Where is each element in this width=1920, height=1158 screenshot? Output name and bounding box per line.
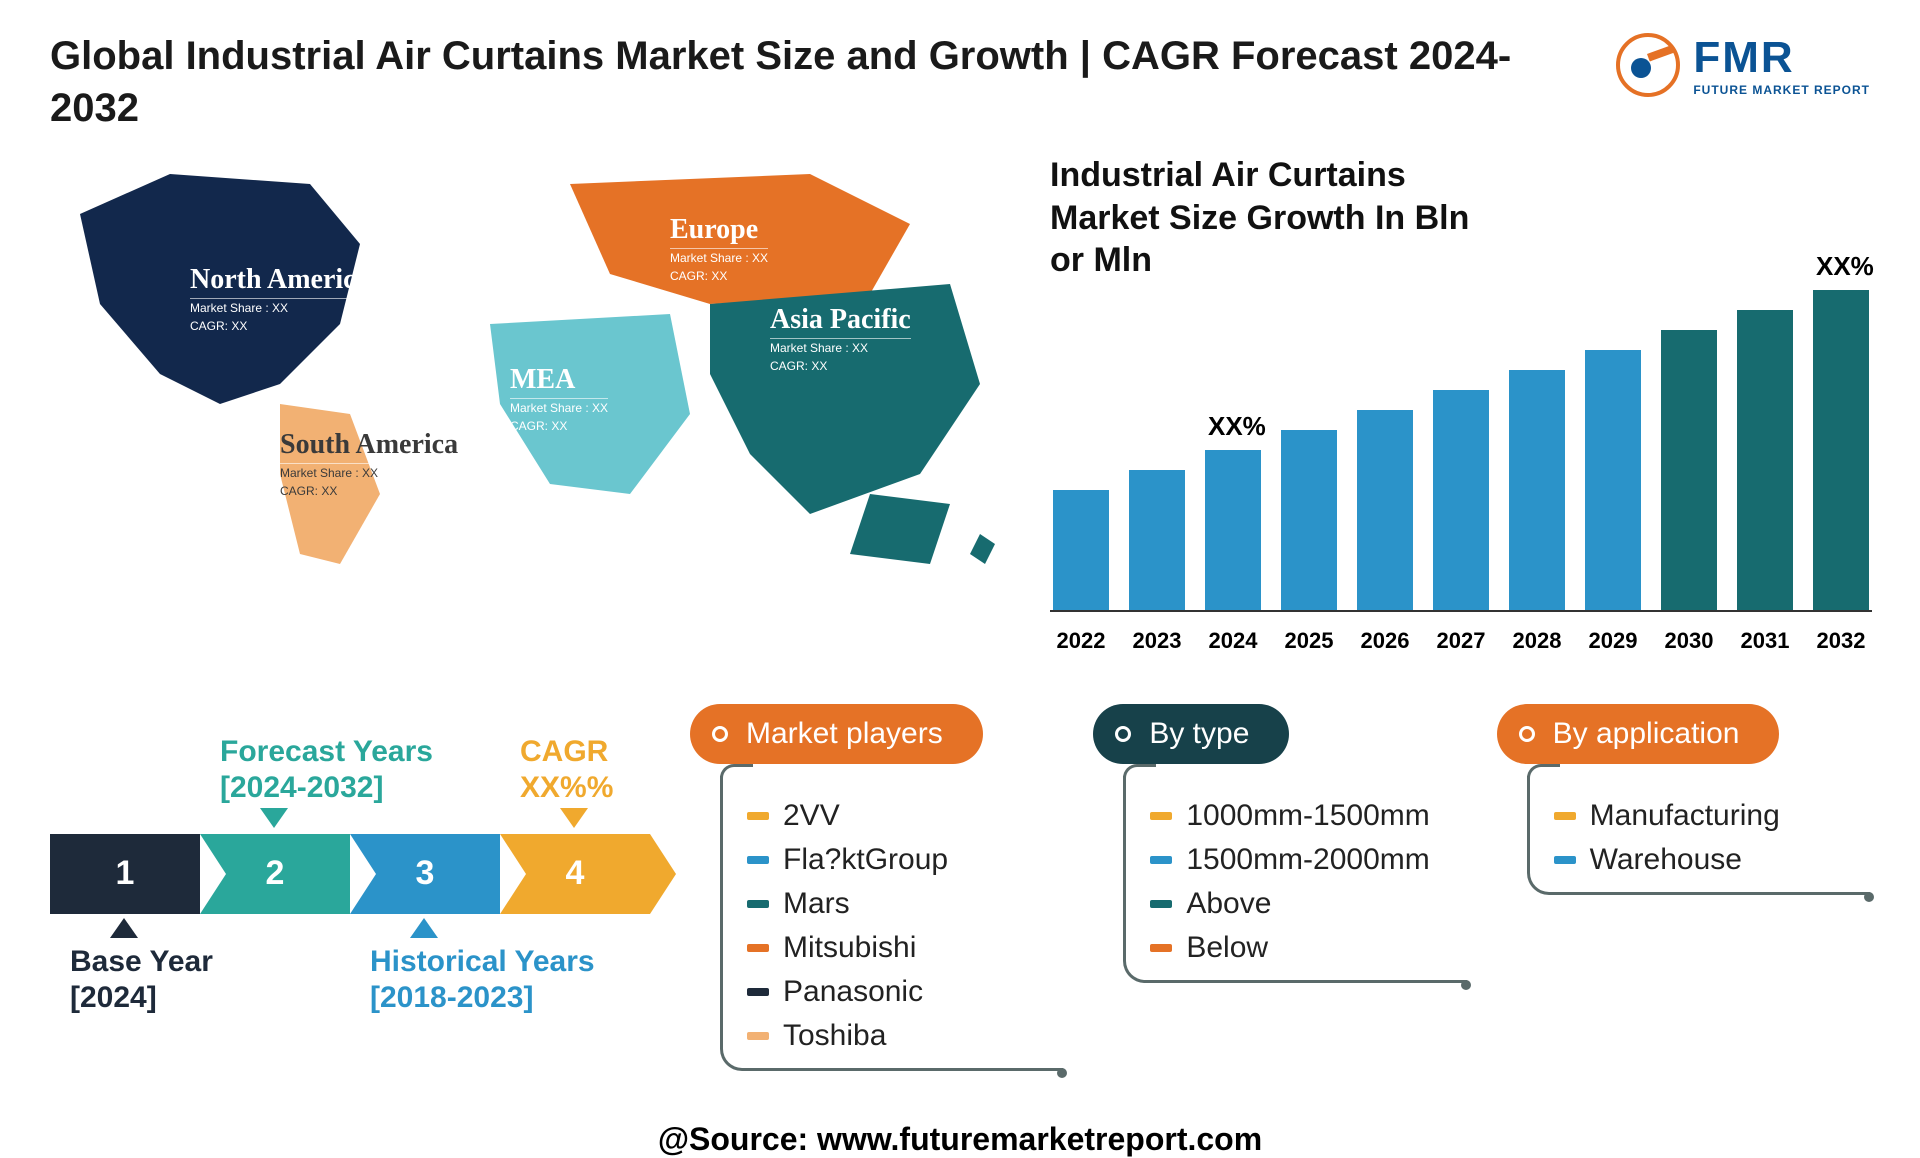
timeline: 1234 Base Year[2024] Forecast Years[2024-… <box>50 704 650 1034</box>
category-by-application: By application ManufacturingWarehouse <box>1497 704 1870 1071</box>
bar-2029 <box>1585 350 1641 610</box>
category-pill: By application <box>1497 704 1780 764</box>
bullet-icon <box>712 726 728 742</box>
bar-label-2025: 2025 <box>1278 628 1340 654</box>
tick-icon <box>747 856 769 864</box>
bullet-icon <box>1115 726 1131 742</box>
logo-brand: FMR <box>1693 33 1870 83</box>
world-map: North AmericaMarket Share : XXCAGR: XX So… <box>50 154 1010 574</box>
list-item: Manufacturing <box>1554 794 1870 838</box>
region-europe: EuropeMarket Share : XXCAGR: XX <box>670 214 768 283</box>
bullet-icon <box>1519 726 1535 742</box>
bar-2023 <box>1129 470 1185 610</box>
bar-2024 <box>1205 450 1261 610</box>
tick-icon <box>747 944 769 952</box>
timeline-step-4: 4 <box>500 834 650 914</box>
bar-label-2031: 2031 <box>1734 628 1796 654</box>
brand-logo: FMR FUTURE MARKET REPORT <box>1613 30 1870 100</box>
timeline-step-3: 3 <box>350 834 500 914</box>
timeline-arrow-icon <box>110 918 138 938</box>
bar-label-2023: 2023 <box>1126 628 1188 654</box>
tick-icon <box>1554 856 1576 864</box>
category-list: 1000mm-1500mm1500mm-2000mmAboveBelow <box>1123 776 1466 983</box>
list-item: Toshiba <box>747 1014 1063 1058</box>
list-item: Above <box>1150 882 1466 926</box>
category-list: 2VVFla?ktGroupMarsMitsubishiPanasonicTos… <box>720 776 1063 1071</box>
bar-label-2022: 2022 <box>1050 628 1112 654</box>
region-mea: MEAMarket Share : XXCAGR: XX <box>510 364 608 433</box>
timeline-label-2: Forecast Years[2024-2032] <box>220 734 433 806</box>
bar-chart: Industrial Air Curtains Market Size Grow… <box>1050 154 1872 654</box>
bar-2027 <box>1433 390 1489 610</box>
bar-2031 <box>1737 310 1793 610</box>
category-pill: Market players <box>690 704 983 764</box>
timeline-label-1: Base Year[2024] <box>70 944 213 1016</box>
telescope-icon <box>1613 30 1683 100</box>
tick-icon <box>1150 900 1172 908</box>
region-asia-pacific: Asia PacificMarket Share : XXCAGR: XX <box>770 304 911 373</box>
category-market-players: Market players 2VVFla?ktGroupMarsMitsubis… <box>690 704 1063 1071</box>
timeline-label-4: CAGRXX%% <box>520 734 613 806</box>
timeline-step-1: 1 <box>50 834 200 914</box>
bar-label-2024: 2024 <box>1202 628 1264 654</box>
chart-title: Industrial Air Curtains Market Size Grow… <box>1050 154 1470 282</box>
tick-icon <box>747 900 769 908</box>
bar-label-2032: 2032 <box>1810 628 1872 654</box>
tick-icon <box>747 988 769 996</box>
tick-icon <box>1150 944 1172 952</box>
list-item: Mitsubishi <box>747 926 1063 970</box>
bar-label-2029: 2029 <box>1582 628 1644 654</box>
bar-2032 <box>1813 290 1869 610</box>
list-item: 1500mm-2000mm <box>1150 838 1466 882</box>
category-by-type: By type 1000mm-1500mm1500mm-2000mmAboveBe… <box>1093 704 1466 1071</box>
list-item: Below <box>1150 926 1466 970</box>
bar-annotation: XX% <box>1208 411 1266 442</box>
list-item: Warehouse <box>1554 838 1870 882</box>
bar-2030 <box>1661 330 1717 610</box>
timeline-arrow-icon <box>560 808 588 828</box>
bar-2025 <box>1281 430 1337 610</box>
list-item: 2VV <box>747 794 1063 838</box>
bar-label-2030: 2030 <box>1658 628 1720 654</box>
tick-icon <box>747 812 769 820</box>
timeline-arrow-icon <box>410 918 438 938</box>
source-attribution: @Source: www.futuremarketreport.com <box>50 1121 1870 1158</box>
timeline-step-2: 2 <box>200 834 350 914</box>
tick-icon <box>1150 812 1172 820</box>
bar-2026 <box>1357 410 1413 610</box>
logo-tagline: FUTURE MARKET REPORT <box>1693 83 1870 97</box>
category-pill: By type <box>1093 704 1289 764</box>
region-north-america: North AmericaMarket Share : XXCAGR: XX <box>190 264 370 333</box>
timeline-label-3: Historical Years[2018-2023] <box>370 944 595 1016</box>
bar-label-2027: 2027 <box>1430 628 1492 654</box>
bar-2028 <box>1509 370 1565 610</box>
bar-label-2028: 2028 <box>1506 628 1568 654</box>
list-item: Panasonic <box>747 970 1063 1014</box>
bar-annotation: XX% <box>1816 251 1874 282</box>
bar-container: XX%XX% <box>1050 292 1872 612</box>
bar-2022 <box>1053 490 1109 610</box>
tick-icon <box>1554 812 1576 820</box>
list-item: 1000mm-1500mm <box>1150 794 1466 838</box>
tick-icon <box>1150 856 1172 864</box>
list-item: Fla?ktGroup <box>747 838 1063 882</box>
region-south-america: South AmericaMarket Share : XXCAGR: XX <box>280 429 458 498</box>
timeline-arrow-icon <box>260 808 288 828</box>
tick-icon <box>747 1032 769 1040</box>
list-item: Mars <box>747 882 1063 926</box>
page-title: Global Industrial Air Curtains Market Si… <box>50 30 1550 134</box>
bar-label-2026: 2026 <box>1354 628 1416 654</box>
category-list: ManufacturingWarehouse <box>1527 776 1870 895</box>
